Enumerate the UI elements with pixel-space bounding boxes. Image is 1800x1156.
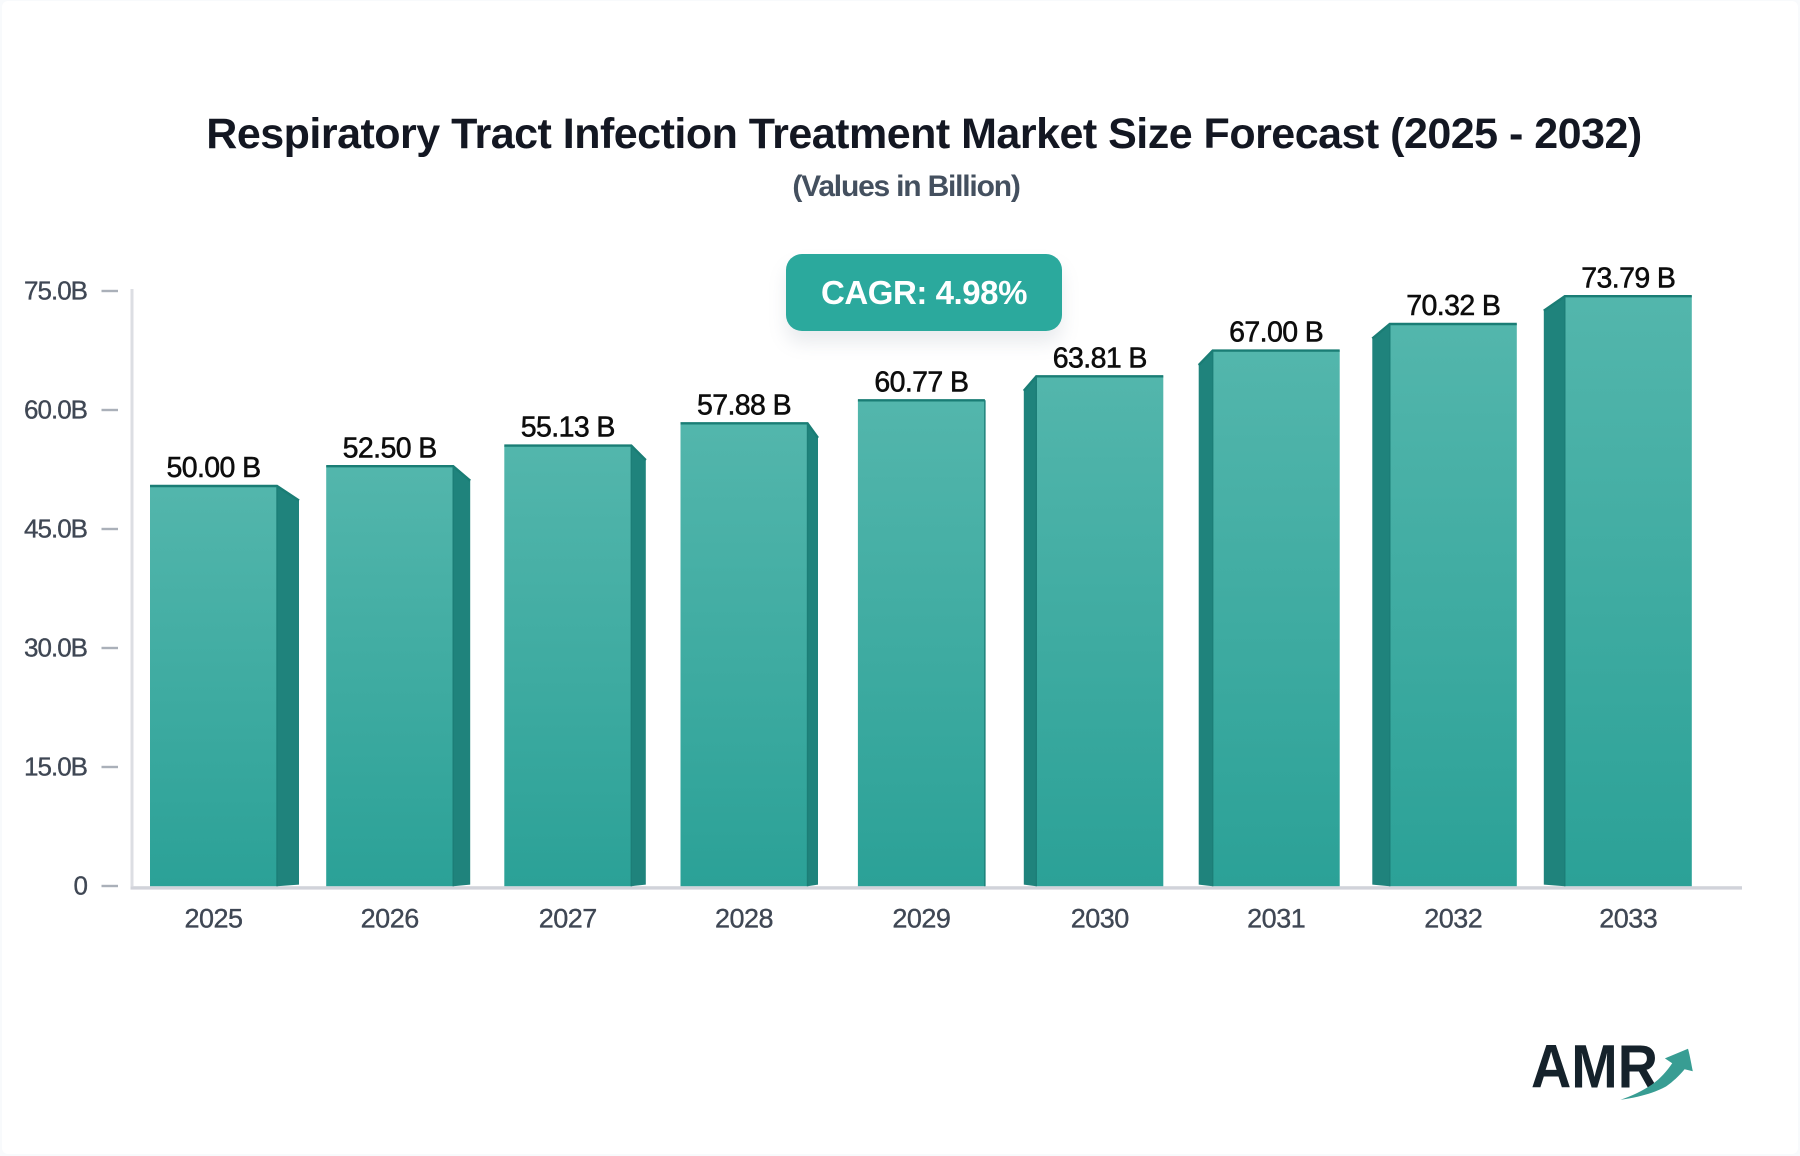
svg-text:55.13 B: 55.13 B <box>521 412 615 444</box>
svg-text:2031: 2031 <box>1247 904 1305 934</box>
svg-text:2025: 2025 <box>184 904 242 934</box>
svg-text:0: 0 <box>74 870 88 900</box>
svg-text:60.0B: 60.0B <box>24 394 87 424</box>
svg-text:AMR: AMR <box>1531 1033 1658 1101</box>
svg-text:2027: 2027 <box>539 904 597 934</box>
svg-text:45.0B: 45.0B <box>24 513 87 543</box>
svg-text:67.00 B: 67.00 B <box>1229 317 1323 349</box>
svg-text:2030: 2030 <box>1071 904 1129 934</box>
svg-text:30.0B: 30.0B <box>24 632 87 662</box>
svg-text:2033: 2033 <box>1599 904 1657 934</box>
svg-text:2029: 2029 <box>892 904 950 934</box>
svg-text:75.0B: 75.0B <box>24 275 87 305</box>
svg-text:73.79 B: 73.79 B <box>1581 262 1675 294</box>
svg-text:60.77 B: 60.77 B <box>874 366 968 398</box>
svg-text:15.0B: 15.0B <box>24 751 87 781</box>
svg-text:70.32 B: 70.32 B <box>1406 290 1500 322</box>
svg-text:63.81 B: 63.81 B <box>1053 342 1147 374</box>
svg-text:57.88 B: 57.88 B <box>697 389 791 421</box>
svg-text:52.50 B: 52.50 B <box>343 432 437 464</box>
svg-text:50.00 B: 50.00 B <box>166 452 260 484</box>
svg-text:2032: 2032 <box>1424 904 1482 934</box>
svg-text:2028: 2028 <box>715 904 773 934</box>
svg-text:2026: 2026 <box>361 904 419 934</box>
